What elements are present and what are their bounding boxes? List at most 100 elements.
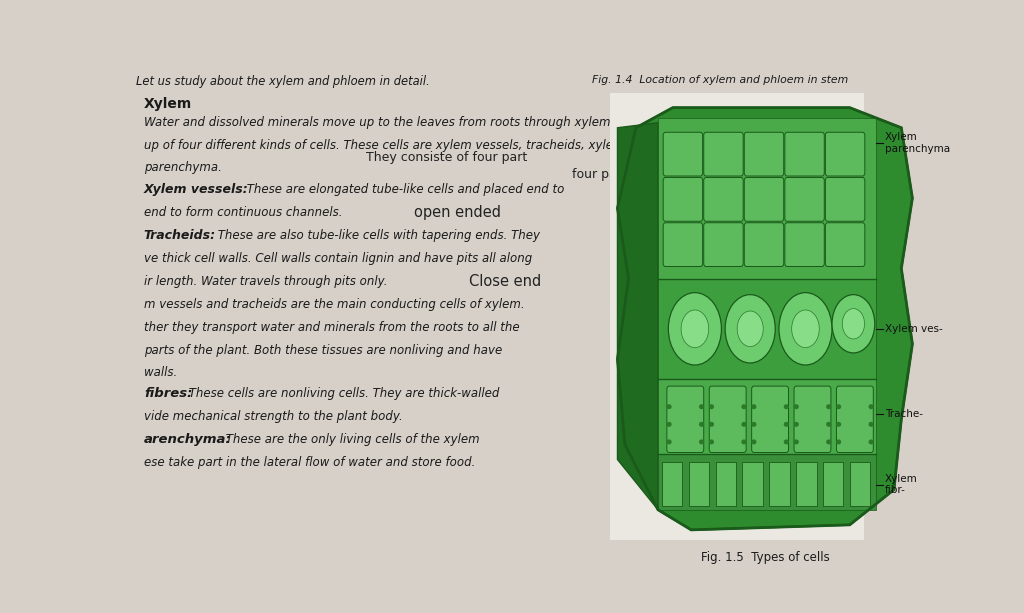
Polygon shape <box>610 93 864 540</box>
Ellipse shape <box>836 440 842 444</box>
Text: Tracheids:: Tracheids: <box>143 229 216 242</box>
Text: end to form continuous channels.: end to form continuous channels. <box>143 206 342 219</box>
Ellipse shape <box>752 422 757 427</box>
FancyBboxPatch shape <box>703 132 743 176</box>
Ellipse shape <box>794 404 799 409</box>
Text: open ended: open ended <box>414 205 501 220</box>
Ellipse shape <box>868 404 873 409</box>
Ellipse shape <box>752 404 757 409</box>
Text: ve thick cell walls. Cell walls contain lignin and have pits all along: ve thick cell walls. Cell walls contain … <box>143 252 532 265</box>
Bar <box>742 462 763 506</box>
Ellipse shape <box>752 440 757 444</box>
FancyBboxPatch shape <box>664 132 702 176</box>
Text: up of four different kinds of cells. These cells are xylem vessels, tracheids, x: up of four different kinds of cells. The… <box>143 139 731 151</box>
FancyBboxPatch shape <box>744 223 783 267</box>
Text: These are elongated tube-like cells and placed end to: These are elongated tube-like cells and … <box>243 183 564 196</box>
Text: walls.: walls. <box>143 366 177 379</box>
Circle shape <box>737 311 763 346</box>
FancyBboxPatch shape <box>752 386 788 452</box>
Text: Fig. 1.5  Types of cells: Fig. 1.5 Types of cells <box>700 551 829 564</box>
Circle shape <box>833 295 874 353</box>
Text: m vessels and tracheids are the main conducting cells of xylem.: m vessels and tracheids are the main con… <box>143 299 524 311</box>
FancyBboxPatch shape <box>667 386 703 452</box>
Text: Xylem
parenchyma: Xylem parenchyma <box>885 132 950 154</box>
Text: Xylem vessels:: Xylem vessels: <box>143 183 249 196</box>
Text: fibres:: fibres: <box>143 387 193 400</box>
FancyBboxPatch shape <box>664 223 702 267</box>
Bar <box>797 462 816 506</box>
FancyBboxPatch shape <box>744 178 783 221</box>
Polygon shape <box>617 123 658 510</box>
FancyBboxPatch shape <box>784 223 824 267</box>
Ellipse shape <box>826 404 831 409</box>
FancyBboxPatch shape <box>825 223 865 267</box>
Text: These are also tube-like cells with tapering ends. They: These are also tube-like cells with tape… <box>214 229 540 242</box>
Text: ther they transport water and minerals from the roots to all the: ther they transport water and minerals f… <box>143 321 519 334</box>
Text: ese take part in the lateral flow of water and store food.: ese take part in the lateral flow of wat… <box>143 456 475 469</box>
FancyBboxPatch shape <box>825 132 865 176</box>
Polygon shape <box>658 454 876 510</box>
Circle shape <box>792 310 819 348</box>
Text: parts of the plant. Both these tissues are nonliving and have: parts of the plant. Both these tissues a… <box>143 343 502 357</box>
FancyBboxPatch shape <box>784 178 824 221</box>
Ellipse shape <box>699 440 705 444</box>
Ellipse shape <box>826 440 831 444</box>
Ellipse shape <box>826 422 831 427</box>
Ellipse shape <box>709 404 714 409</box>
Ellipse shape <box>667 422 672 427</box>
Ellipse shape <box>741 422 746 427</box>
Text: They consiste of four part: They consiste of four part <box>367 151 527 164</box>
Ellipse shape <box>709 422 714 427</box>
Text: parenchyma.: parenchyma. <box>143 161 222 174</box>
Bar <box>769 462 790 506</box>
Ellipse shape <box>699 404 705 409</box>
Ellipse shape <box>836 404 842 409</box>
Polygon shape <box>617 108 912 530</box>
FancyBboxPatch shape <box>825 178 865 221</box>
Ellipse shape <box>741 440 746 444</box>
FancyBboxPatch shape <box>837 386 873 452</box>
Ellipse shape <box>783 422 788 427</box>
Bar <box>823 462 844 506</box>
Bar <box>662 462 682 506</box>
Ellipse shape <box>667 440 672 444</box>
Text: These are the only living cells of the xylem: These are the only living cells of the x… <box>221 433 479 446</box>
Circle shape <box>779 292 833 365</box>
FancyBboxPatch shape <box>794 386 830 452</box>
FancyBboxPatch shape <box>703 178 743 221</box>
Text: four part: four part <box>572 168 627 181</box>
FancyBboxPatch shape <box>744 132 783 176</box>
Circle shape <box>725 295 775 363</box>
Bar <box>850 462 870 506</box>
Ellipse shape <box>699 422 705 427</box>
Text: Xylem
fibr-: Xylem fibr- <box>885 474 918 495</box>
Text: ir length. Water travels through pits only.: ir length. Water travels through pits on… <box>143 275 387 287</box>
Ellipse shape <box>794 422 799 427</box>
Circle shape <box>681 310 709 348</box>
Polygon shape <box>658 118 876 278</box>
Text: vide mechanical strength to the plant body.: vide mechanical strength to the plant bo… <box>143 409 402 422</box>
Text: arenchyma:: arenchyma: <box>143 433 231 446</box>
Bar <box>688 462 709 506</box>
Text: Xylem ves-: Xylem ves- <box>885 324 942 334</box>
Polygon shape <box>658 278 876 379</box>
FancyBboxPatch shape <box>703 223 743 267</box>
Ellipse shape <box>794 440 799 444</box>
Ellipse shape <box>741 404 746 409</box>
FancyBboxPatch shape <box>710 386 746 452</box>
Ellipse shape <box>868 440 873 444</box>
Circle shape <box>669 292 722 365</box>
FancyBboxPatch shape <box>784 132 824 176</box>
Ellipse shape <box>783 404 788 409</box>
Text: These cells are nonliving cells. They are thick-walled: These cells are nonliving cells. They ar… <box>185 387 500 400</box>
Text: Water and dissolved minerals move up to the leaves from roots through xylem tiss: Water and dissolved minerals move up to … <box>143 116 715 129</box>
Text: Trache-: Trache- <box>885 409 923 419</box>
Ellipse shape <box>868 422 873 427</box>
FancyBboxPatch shape <box>664 178 702 221</box>
Circle shape <box>843 308 864 339</box>
Text: Fig. 1.4  Location of xylem and phloem in stem: Fig. 1.4 Location of xylem and phloem in… <box>592 75 849 85</box>
Text: Close end: Close end <box>469 273 542 289</box>
Ellipse shape <box>836 422 842 427</box>
Ellipse shape <box>709 440 714 444</box>
Ellipse shape <box>783 440 788 444</box>
